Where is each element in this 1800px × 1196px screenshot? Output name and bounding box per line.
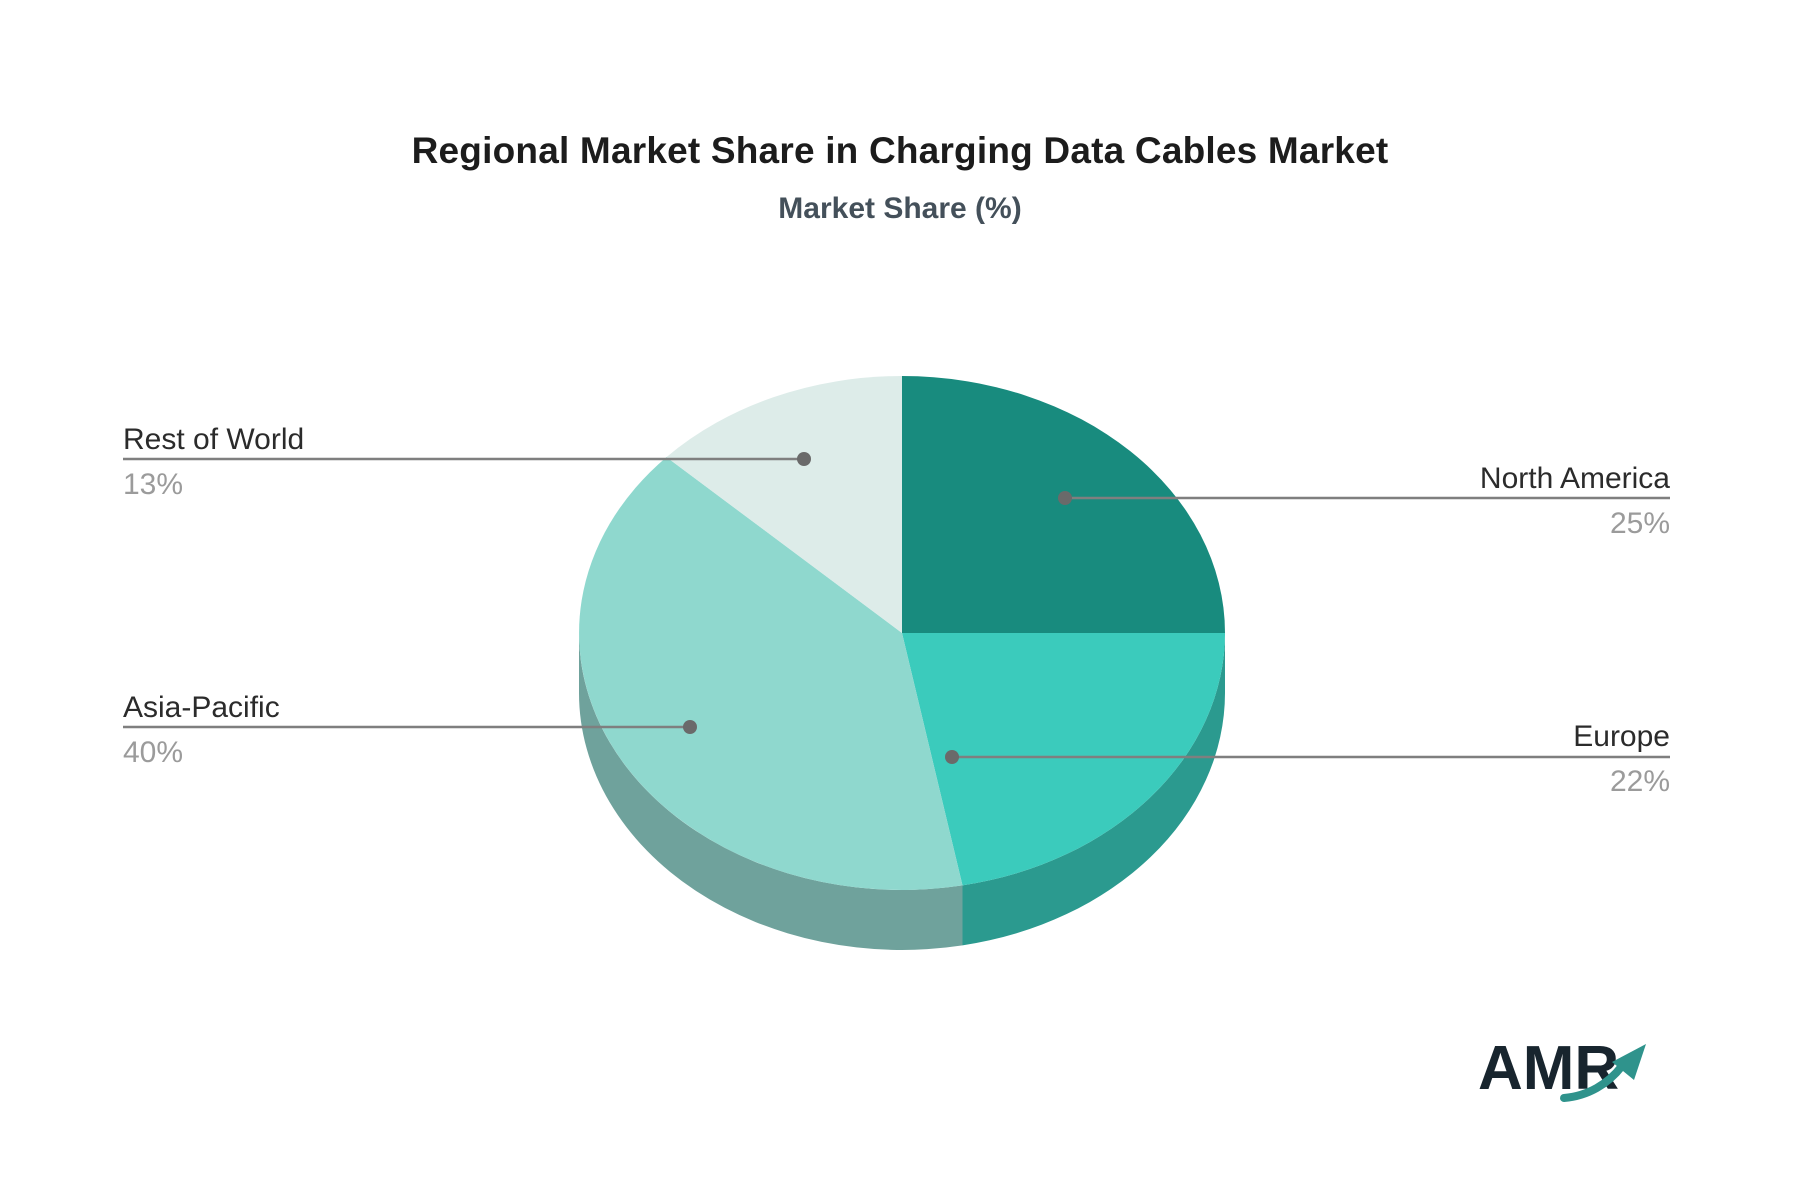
slice-value: 25% (1609, 507, 1670, 540)
leader-dot (1058, 491, 1072, 505)
callout-asia-pacific: Asia-Pacific 40% (123, 690, 280, 771)
pie-slice-rest-of-world (666, 375, 902, 633)
chart-title: Regional Market Share in Charging Data C… (411, 130, 1389, 171)
leader-dot (683, 720, 697, 734)
slice-value: 22% (1609, 765, 1670, 798)
growth-arrow-icon (1560, 1044, 1646, 1102)
leader-dot (797, 452, 811, 466)
slice-value: 40% (123, 736, 184, 769)
slice-value: 13% (123, 468, 184, 501)
slice-label: Asia-Pacific (123, 691, 280, 724)
chart-subtitle: Market Share (%) (778, 192, 1022, 225)
callout-rest-of-world: Rest of World 13% (123, 422, 304, 503)
slice-label: Rest of World (123, 423, 305, 456)
slice-label: Europe (1573, 720, 1670, 753)
slice-label: North America (1479, 462, 1670, 495)
pie-depth-europe (962, 633, 1225, 946)
pie-slice-europe (902, 633, 1225, 886)
callout-north-america: North America 25% (1480, 461, 1670, 542)
pie-slice-asia-pacific (579, 457, 963, 890)
callout-europe: Europe 22% (1573, 719, 1670, 800)
leader-dot (945, 750, 959, 764)
amr-logo: AMR (1478, 1038, 1718, 1108)
pie-depth-asia-pacific (579, 633, 963, 950)
